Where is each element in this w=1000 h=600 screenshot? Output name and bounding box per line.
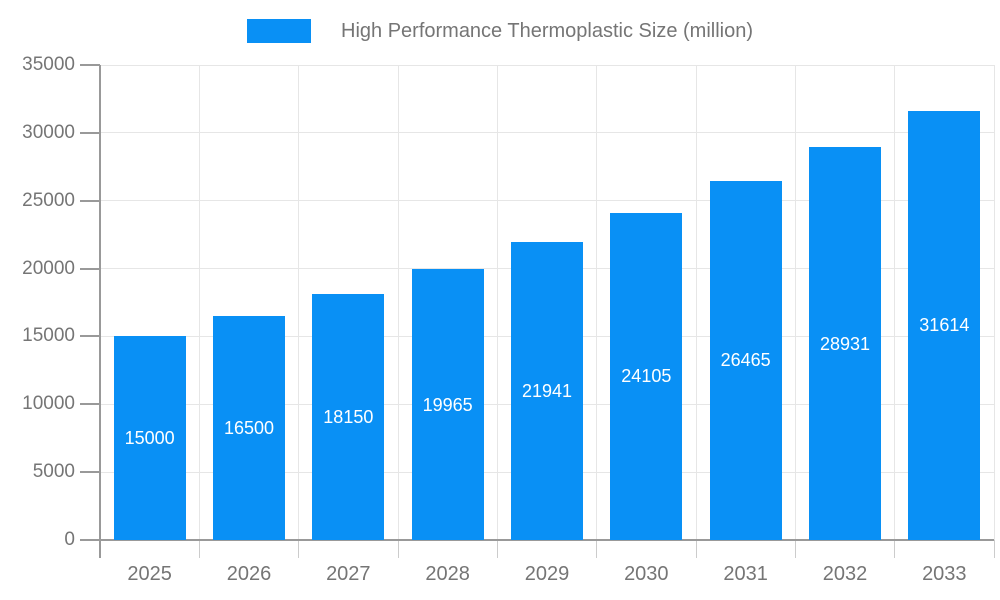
x-tick <box>298 540 300 558</box>
bar-2029[interactable] <box>511 242 583 540</box>
bar-2031[interactable] <box>709 180 782 540</box>
x-tick-label: 2029 <box>524 563 570 585</box>
bar-2032[interactable] <box>809 147 881 540</box>
x-tick <box>695 540 697 558</box>
y-tick-label: 10000 <box>22 393 75 415</box>
bar-2026[interactable] <box>213 316 285 540</box>
legend-swatch-icon <box>247 19 311 43</box>
x-gridline <box>397 65 399 540</box>
x-axis-line <box>100 539 994 541</box>
y-gridline <box>100 132 994 134</box>
y-tick <box>80 335 100 338</box>
x-gridline <box>993 65 995 540</box>
legend-label: High Performance Thermoplastic Size (mil… <box>341 19 753 42</box>
x-gridline <box>496 65 498 540</box>
y-tick <box>80 131 100 134</box>
y-gridline <box>100 64 994 66</box>
y-tick-label: 15000 <box>22 325 75 347</box>
x-tick <box>993 540 995 558</box>
x-tick <box>397 540 399 558</box>
x-tick-label: 2033 <box>922 563 967 585</box>
x-tick-label: 2032 <box>822 563 868 585</box>
x-tick <box>894 540 896 558</box>
x-tick <box>198 540 200 558</box>
y-axis-line <box>99 65 101 558</box>
x-gridline <box>794 65 796 540</box>
bar-2030[interactable] <box>610 212 683 540</box>
x-tick-label: 2028 <box>425 563 470 585</box>
y-tick-label: 0 <box>64 529 75 550</box>
y-tick-label: 25000 <box>22 189 75 211</box>
x-gridline <box>695 65 697 540</box>
y-tick <box>80 471 100 474</box>
x-tick <box>794 540 796 558</box>
y-tick <box>80 199 100 202</box>
y-tick <box>80 64 100 66</box>
bar-2028[interactable] <box>411 269 484 540</box>
x-tick-label: 2030 <box>624 563 669 585</box>
x-gridline <box>596 65 598 540</box>
y-tick-label: 5000 <box>32 461 75 483</box>
y-tick-label: 35000 <box>22 54 75 75</box>
y-tick-label: 20000 <box>22 257 75 279</box>
x-gridline <box>298 65 300 540</box>
x-tick-label: 2031 <box>723 563 768 585</box>
y-tick <box>80 403 100 406</box>
chart-legend[interactable]: High Performance Thermoplastic Size (mil… <box>0 18 1000 44</box>
x-gridline <box>198 65 200 540</box>
y-gridline <box>100 200 994 202</box>
bar-2027[interactable] <box>312 293 385 540</box>
x-tick <box>596 540 598 558</box>
x-tick <box>496 540 498 558</box>
bar-2033[interactable] <box>908 110 981 540</box>
x-gridline <box>894 65 896 540</box>
y-tick <box>80 539 100 541</box>
x-tick-label: 2025 <box>127 563 172 585</box>
x-tick-label: 2027 <box>326 563 371 585</box>
bar-2025[interactable] <box>113 336 186 540</box>
y-tick-label: 30000 <box>22 121 75 143</box>
y-tick <box>80 267 100 270</box>
x-tick-label: 2026 <box>226 563 272 585</box>
